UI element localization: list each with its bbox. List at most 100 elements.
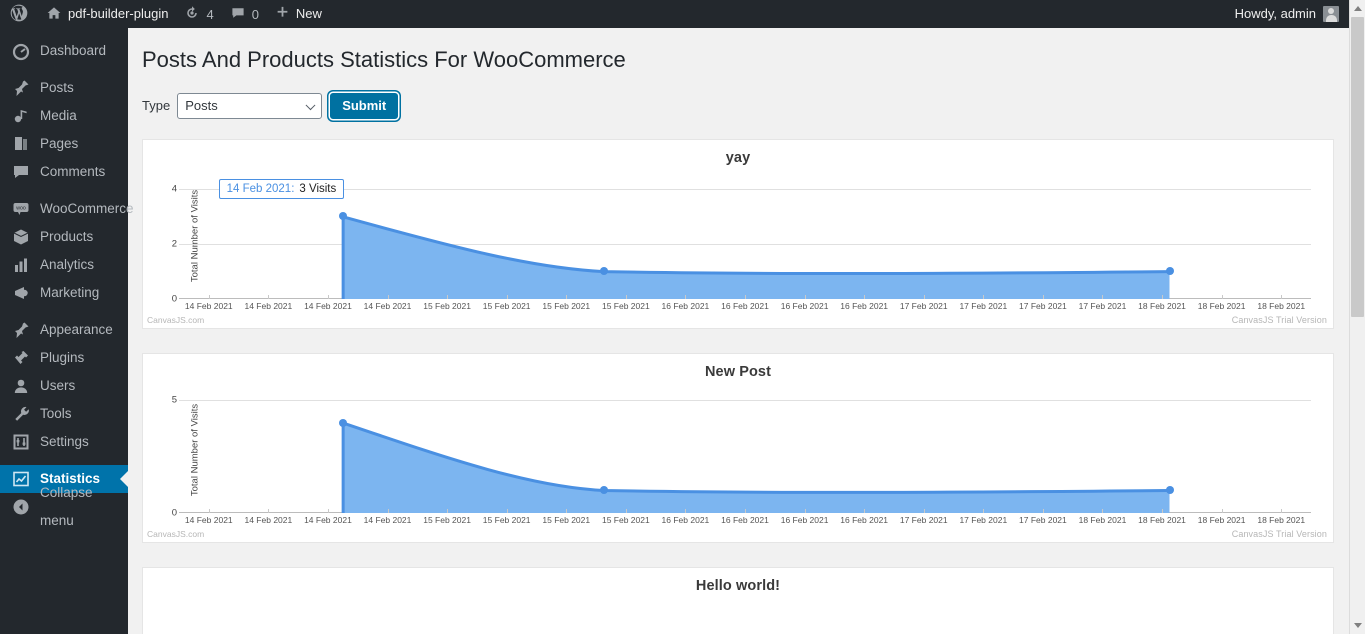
data-point-marker[interactable] bbox=[1165, 267, 1174, 276]
scroll-up-arrow-icon[interactable] bbox=[1350, 0, 1365, 17]
comment-bubble-icon bbox=[230, 5, 246, 24]
x-axis-tick-label: 17 Feb 2021 bbox=[899, 514, 948, 525]
sidebar-item-plugins[interactable]: Plugins bbox=[0, 344, 128, 372]
x-axis-tick-label: 15 Feb 2021 bbox=[601, 514, 650, 525]
chart-title: yay bbox=[725, 149, 751, 166]
updates-icon bbox=[184, 5, 200, 24]
tooltip-date: 14 Feb 2021: bbox=[226, 182, 295, 195]
sidebar-item-appearance[interactable]: Appearance bbox=[0, 316, 128, 344]
sidebar-item-label: Comments bbox=[40, 164, 106, 179]
data-point-marker[interactable] bbox=[599, 486, 608, 495]
chart-area-series bbox=[179, 173, 1311, 299]
x-axis-tick-mark bbox=[327, 508, 329, 513]
menu-spacer-top bbox=[0, 28, 128, 37]
admin-sidebar: Dashboard Posts Media Pages Comments woo WooCo… bbox=[0, 28, 134, 634]
howdy-label[interactable]: Howdy, admin bbox=[1234, 6, 1316, 21]
y-axis-tick-label: 5 bbox=[171, 394, 177, 406]
sidebar-item-label: Appearance bbox=[40, 322, 113, 337]
plus-icon bbox=[275, 5, 290, 23]
wordpress-logo-button[interactable] bbox=[0, 0, 38, 28]
x-axis-tick-mark bbox=[1281, 294, 1283, 299]
sidebar-item-settings[interactable]: Settings bbox=[0, 428, 128, 456]
x-axis-tick-label: 16 Feb 2021 bbox=[661, 300, 710, 311]
x-axis-tick-label: 18 Feb 2021 bbox=[1138, 514, 1186, 525]
sidebar-item-label: Plugins bbox=[40, 350, 85, 365]
sidebar-item-label: Tools bbox=[40, 406, 72, 421]
page-scrollbar[interactable] bbox=[1349, 0, 1365, 634]
x-axis-tick-mark bbox=[387, 508, 389, 513]
x-axis-tick-label: 18 Feb 2021 bbox=[1197, 514, 1246, 525]
x-axis-tick-label: 15 Feb 2021 bbox=[482, 300, 531, 311]
x-axis-tick-label: 15 Feb 2021 bbox=[423, 300, 471, 311]
x-axis-tick-label: 17 Feb 2021 bbox=[1019, 514, 1067, 525]
avatar-icon[interactable] bbox=[1323, 6, 1339, 22]
x-axis-tick-mark bbox=[685, 508, 687, 513]
submit-button[interactable]: Submit bbox=[330, 92, 399, 119]
x-axis-tick-mark bbox=[208, 508, 210, 513]
x-axis-tick-mark bbox=[447, 294, 449, 299]
canvasjs-credit[interactable]: CanvasJS.com bbox=[147, 528, 205, 539]
updates-count: 4 bbox=[206, 6, 214, 22]
x-axis-tick-mark bbox=[804, 508, 806, 513]
sidebar-item-media[interactable]: Media bbox=[0, 102, 128, 130]
sidebar-item-pages[interactable]: Pages bbox=[0, 130, 128, 158]
x-axis-tick-label: 18 Feb 2021 bbox=[1257, 300, 1306, 311]
x-axis-tick-label: 16 Feb 2021 bbox=[721, 514, 769, 525]
sidebar-item-tools[interactable]: Tools bbox=[0, 400, 128, 428]
x-axis-tick-label: 16 Feb 2021 bbox=[840, 514, 889, 525]
data-point-marker[interactable] bbox=[339, 212, 348, 221]
collapse-arrow-icon bbox=[11, 497, 31, 517]
comment-bubble-icon bbox=[11, 162, 31, 182]
main-content: Posts And Products Statistics For WooCom… bbox=[128, 28, 1353, 634]
x-axis-tick-mark bbox=[804, 294, 806, 299]
collapse-menu-button[interactable]: Collapse menu bbox=[0, 485, 128, 528]
new-content-label: New bbox=[295, 6, 322, 21]
x-axis: 14 Feb 2021 14 Feb 2021 14 Feb 2021 14 Feb … bbox=[179, 294, 1311, 315]
x-axis-tick-label: 14 Feb 2021 bbox=[363, 300, 412, 311]
new-content-button[interactable]: New bbox=[267, 0, 330, 28]
x-axis-tick-label: 14 Feb 2021 bbox=[304, 514, 352, 525]
x-axis-tick-label: 17 Feb 2021 bbox=[1078, 300, 1127, 311]
x-axis-tick-label: 16 Feb 2021 bbox=[661, 514, 710, 525]
comments-button[interactable]: 0 bbox=[222, 0, 267, 28]
user-icon bbox=[11, 376, 31, 396]
comments-count: 0 bbox=[251, 6, 259, 22]
collapse-menu-label: Collapse menu bbox=[40, 485, 93, 528]
x-axis-tick-mark bbox=[983, 508, 985, 513]
scrollbar-thumb[interactable] bbox=[1351, 17, 1364, 317]
x-axis-tick-mark bbox=[983, 294, 985, 299]
x-axis-tick-label: 15 Feb 2021 bbox=[482, 514, 531, 525]
x-axis-tick-mark bbox=[1102, 294, 1104, 299]
site-name-label: pdf-builder-plugin bbox=[68, 6, 169, 21]
type-select[interactable]: PostsProducts bbox=[177, 92, 323, 119]
updates-button[interactable]: 4 bbox=[176, 0, 221, 28]
sidebar-item-label: Pages bbox=[40, 136, 79, 151]
scroll-down-arrow-icon[interactable] bbox=[1350, 617, 1365, 634]
sidebar-item-comments[interactable]: Comments bbox=[0, 158, 128, 186]
x-axis-tick-label: 18 Feb 2021 bbox=[1138, 300, 1186, 311]
sidebar-item-marketing[interactable]: Marketing bbox=[0, 279, 128, 307]
chart-card: yay Total Number of Visits 0 2 4 14 Feb 2021:… bbox=[142, 138, 1334, 329]
sidebar-item-users[interactable]: Users bbox=[0, 372, 128, 400]
menu-separator bbox=[0, 456, 128, 465]
canvasjs-credit[interactable]: CanvasJS.com bbox=[147, 314, 205, 325]
data-point-marker[interactable] bbox=[1165, 486, 1174, 495]
x-axis-tick-label: 16 Feb 2021 bbox=[780, 300, 829, 311]
megaphone-icon bbox=[11, 283, 31, 303]
sidebar-item-posts[interactable]: Posts bbox=[0, 74, 128, 102]
sidebar-item-products[interactable]: Products bbox=[0, 223, 128, 251]
page-title: Posts And Products Statistics For WooCom… bbox=[142, 47, 626, 72]
x-axis-tick-mark bbox=[625, 508, 627, 513]
sidebar-item-label: Settings bbox=[40, 434, 89, 449]
sidebar-item-analytics[interactable]: Analytics bbox=[0, 251, 128, 279]
data-point-marker[interactable] bbox=[339, 418, 348, 427]
dashboard-icon bbox=[11, 41, 31, 61]
x-axis-tick-label: 14 Feb 2021 bbox=[363, 514, 412, 525]
x-axis-tick-label: 14 Feb 2021 bbox=[184, 300, 233, 311]
sidebar-item-woocommerce[interactable]: woo WooCommerce bbox=[0, 195, 134, 223]
data-point-marker[interactable] bbox=[599, 267, 608, 276]
site-name-menu[interactable]: pdf-builder-plugin bbox=[38, 0, 176, 28]
pin-icon bbox=[11, 78, 31, 98]
sidebar-item-dashboard[interactable]: Dashboard bbox=[0, 37, 128, 65]
sidebar-item-statistics[interactable]: Statistics bbox=[0, 465, 128, 493]
